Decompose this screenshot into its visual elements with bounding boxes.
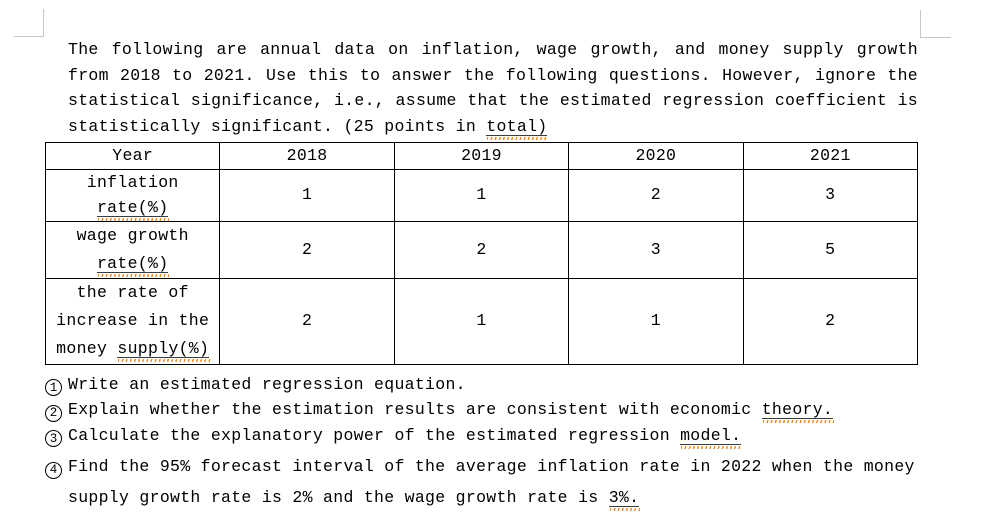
question-line-text: The following are annual data on inflati… <box>68 40 918 59</box>
table-header-row: Year 2018 2019 2020 2021 <box>46 143 918 170</box>
sub-question-text: Write an estimated regression equation. <box>68 375 466 394</box>
sub-question-text: supply growth rate is 2% and the wage gr… <box>68 488 609 507</box>
row-label-text: money <box>56 339 117 358</box>
question-line-text: from 2018 to 2021. Use this to answer th… <box>68 66 918 85</box>
misspelled-word: 3%. <box>609 488 640 507</box>
circled-number-icon: 3 <box>45 430 62 447</box>
margin-crop-mark-left <box>14 9 44 37</box>
row-label-text: increase in the <box>46 307 219 335</box>
table-cell: 2 <box>220 221 394 278</box>
table-cell: 1 <box>394 169 568 221</box>
sub-question-text: Explain whether the estimation results a… <box>68 400 762 419</box>
question-line-text: statistically significant. (25 points in <box>68 117 486 136</box>
misspelled-word: total) <box>486 117 547 136</box>
row-label-text: the rate of <box>46 279 219 307</box>
table-header-cell-2020: 2020 <box>569 143 743 170</box>
question-line: 3.The following are annual data on infla… <box>68 37 918 63</box>
misspelled-word: model. <box>680 426 741 445</box>
misspelled-word: rate(%) <box>97 198 168 217</box>
row-label-cell: the rate of increase in the money supply… <box>46 278 220 364</box>
table-cell: 2 <box>220 278 394 364</box>
table-header-cell-year: Year <box>46 143 220 170</box>
table-cell: 1 <box>569 278 743 364</box>
row-label-line: rate(%) <box>46 250 219 278</box>
misspelled-word: supply(%) <box>117 339 209 358</box>
table-cell: 3 <box>569 221 743 278</box>
row-label-text: wage growth <box>46 222 219 250</box>
sub-question-text: Calculate the explanatory power of the e… <box>68 426 680 445</box>
circled-number-icon: 2 <box>45 405 62 422</box>
table-row-money-supply: the rate of increase in the money supply… <box>46 278 918 364</box>
row-label-text: inflation <box>87 173 179 192</box>
table-row-wage-growth: wage growth rate(%) 2 2 3 5 <box>46 221 918 278</box>
table-cell: 3 <box>743 169 917 221</box>
sub-question-text: Find the 95% forecast interval of the av… <box>68 457 915 476</box>
circled-number-icon: 1 <box>45 379 62 396</box>
table-cell: 2 <box>394 221 568 278</box>
question-line: statistical significance, i.e., assume t… <box>68 88 918 114</box>
table-cell: 1 <box>394 278 568 364</box>
document-content: 3.The following are annual data on infla… <box>0 37 985 513</box>
table-row-inflation: inflation rate(%) 1 1 2 3 <box>46 169 918 221</box>
circled-number-icon: 4 <box>45 462 62 479</box>
table-header-cell-2018: 2018 <box>220 143 394 170</box>
table-cell: 2 <box>569 169 743 221</box>
question-line: from 2018 to 2021. Use this to answer th… <box>68 63 918 89</box>
misspelled-word: theory. <box>762 400 833 419</box>
table-cell: 1 <box>220 169 394 221</box>
table-header-cell-2019: 2019 <box>394 143 568 170</box>
table-header-cell-2021: 2021 <box>743 143 917 170</box>
row-label-cell: inflation rate(%) <box>46 169 220 221</box>
table-cell: 2 <box>743 278 917 364</box>
question-paragraph: 3.The following are annual data on infla… <box>68 37 918 139</box>
data-table: Year 2018 2019 2020 2021 inflation rate(… <box>45 142 918 365</box>
question-line: statistically significant. (25 points in… <box>68 114 918 140</box>
margin-crop-mark-right <box>920 10 951 38</box>
question-line-text: statistical significance, i.e., assume t… <box>68 91 918 110</box>
row-label-cell: wage growth rate(%) <box>46 221 220 278</box>
row-label-line: money supply(%) <box>46 335 219 363</box>
table-cell: 5 <box>743 221 917 278</box>
misspelled-word: rate(%) <box>97 254 168 273</box>
